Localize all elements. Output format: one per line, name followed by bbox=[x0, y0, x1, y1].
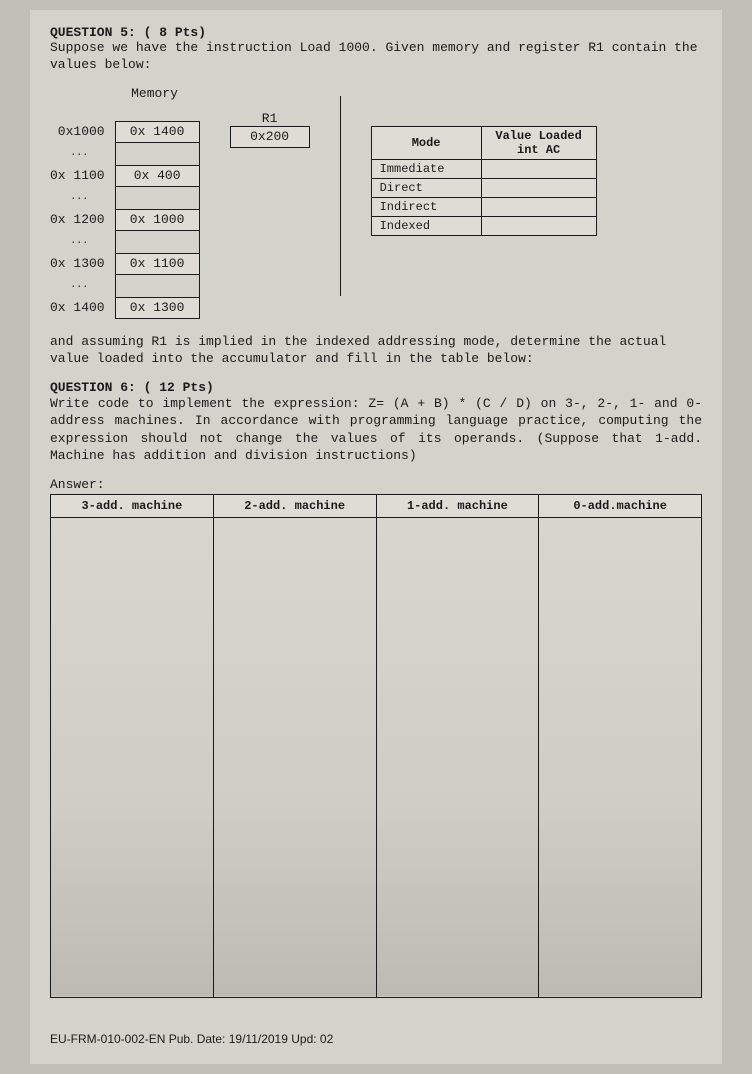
ans-cell bbox=[539, 517, 702, 997]
value-header: Value Loaded int AC bbox=[481, 126, 596, 159]
gap-cell bbox=[115, 143, 200, 165]
q6-header: QUESTION 6: ( 12 Pts) bbox=[50, 380, 702, 395]
q5-text: Suppose we have the instruction Load 100… bbox=[50, 40, 702, 74]
addr-3: 0x 1300 bbox=[50, 253, 109, 275]
value-cell bbox=[481, 197, 596, 216]
addr-gap: ... bbox=[50, 187, 109, 209]
question-6: QUESTION 6: ( 12 Pts) Write code to impl… bbox=[50, 380, 702, 998]
value-cell bbox=[481, 216, 596, 235]
gap-cell bbox=[115, 187, 200, 209]
addr-gap: ... bbox=[50, 275, 109, 297]
q5-header: QUESTION 5: ( 8 Pts) bbox=[50, 25, 702, 40]
answer-table: 3-add. machine 2-add. machine 1-add. mac… bbox=[50, 494, 702, 998]
value-cell bbox=[481, 159, 596, 178]
value-cell bbox=[481, 178, 596, 197]
ans-col-0add: 0-add.machine bbox=[539, 494, 702, 517]
memory-label: Memory bbox=[112, 86, 197, 101]
memory-block: Memory 0x1000 ... 0x 1100 ... 0x 1200 ..… bbox=[50, 86, 200, 319]
mode-cell: Indexed bbox=[371, 216, 481, 235]
question-5: QUESTION 5: ( 8 Pts) Suppose we have the… bbox=[50, 25, 702, 368]
q5-text2: and assuming R1 is implied in the indexe… bbox=[50, 334, 702, 368]
ans-cell bbox=[51, 517, 214, 997]
addr-0: 0x1000 bbox=[50, 121, 109, 143]
r1-register: R1 0x200 bbox=[230, 111, 310, 148]
vertical-divider bbox=[340, 96, 341, 296]
r1-value: 0x200 bbox=[230, 126, 310, 148]
memory-diagram: Memory 0x1000 ... 0x 1100 ... 0x 1200 ..… bbox=[50, 86, 702, 319]
val-2: 0x 1000 bbox=[115, 209, 200, 231]
mode-cell: Indirect bbox=[371, 197, 481, 216]
addr-4: 0x 1400 bbox=[50, 297, 109, 319]
addr-2: 0x 1200 bbox=[50, 209, 109, 231]
ans-col-3add: 3-add. machine bbox=[51, 494, 214, 517]
addr-gap: ... bbox=[50, 231, 109, 253]
gap-cell bbox=[115, 231, 200, 253]
mode-table: Mode Value Loaded int AC Immediate Direc… bbox=[371, 126, 597, 236]
val-3: 0x 1100 bbox=[115, 253, 200, 275]
mode-header: Mode bbox=[371, 126, 481, 159]
mode-cell: Direct bbox=[371, 178, 481, 197]
gap-cell bbox=[115, 275, 200, 297]
value-column: 0x 1400 0x 400 0x 1000 0x 1100 0x 1300 bbox=[115, 121, 200, 319]
ans-col-2add: 2-add. machine bbox=[213, 494, 376, 517]
exam-page: QUESTION 5: ( 8 Pts) Suppose we have the… bbox=[30, 10, 722, 1064]
q6-text: Write code to implement the expression: … bbox=[50, 395, 702, 465]
ans-cell bbox=[376, 517, 539, 997]
addr-gap: ... bbox=[50, 143, 109, 165]
page-footer: EU-FRM-010-002-EN Pub. Date: 19/11/2019 … bbox=[50, 1032, 333, 1046]
r1-label: R1 bbox=[230, 111, 310, 126]
answer-label: Answer: bbox=[50, 477, 702, 492]
val-1: 0x 400 bbox=[115, 165, 200, 187]
ans-col-1add: 1-add. machine bbox=[376, 494, 539, 517]
ans-cell bbox=[213, 517, 376, 997]
val-0: 0x 1400 bbox=[115, 121, 200, 143]
addr-1: 0x 1100 bbox=[50, 165, 109, 187]
val-4: 0x 1300 bbox=[115, 297, 200, 319]
mode-cell: Immediate bbox=[371, 159, 481, 178]
address-column: 0x1000 ... 0x 1100 ... 0x 1200 ... 0x 13… bbox=[50, 121, 109, 319]
